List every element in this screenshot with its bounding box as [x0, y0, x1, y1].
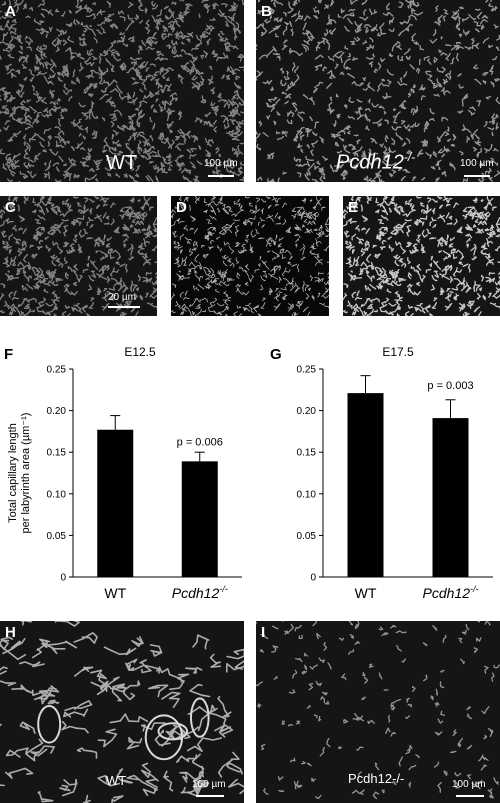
y-tick-label: 0.10 — [297, 489, 317, 500]
capillary-overlay-texture — [343, 196, 500, 316]
panel-a-micrograph: A WT 100 µm — [0, 0, 244, 182]
panel-b-micrograph: B Pcdh12-/- 100 µm — [256, 0, 500, 182]
genotype-label: Pcdh12-/- — [336, 150, 415, 175]
y-tick-label: 0.20 — [297, 406, 317, 417]
scale-bar-label: 100 µm — [452, 779, 486, 790]
panel-e-overlay: E — [343, 196, 500, 316]
texture-strokes — [171, 196, 329, 316]
texture-strokes — [0, 0, 244, 182]
scale-bar — [108, 306, 140, 308]
category-superscript: -/- — [470, 584, 479, 594]
panel-letter: D — [176, 199, 187, 216]
category-name: Pcdh12 — [172, 585, 220, 601]
panel-letter: B — [261, 3, 272, 20]
p-value-annotation: p = 0.006 — [177, 437, 223, 449]
panel-c-micrograph: C 20 µm — [0, 196, 157, 316]
vessel-outline — [157, 722, 189, 741]
capillary-texture — [0, 0, 244, 182]
bar — [181, 461, 218, 577]
texture-strokes — [0, 621, 244, 803]
y-tick-label: 0.05 — [47, 531, 67, 542]
y-tick-label: 0.10 — [47, 489, 67, 500]
capillary-texture — [256, 0, 500, 182]
texture-strokes — [343, 196, 500, 316]
scale-bar-label: 100 µm — [192, 779, 226, 790]
panel-letter-f: F — [4, 346, 14, 363]
x-category-label: WT — [355, 585, 377, 601]
panel-d-skeleton: D — [171, 196, 329, 316]
scale-bar — [456, 795, 484, 797]
y-axis-label-line2: per labyrinth area (µm⁻¹) — [20, 413, 32, 534]
capillary-texture — [0, 196, 157, 316]
scale-bar — [464, 175, 490, 177]
vessel-outline — [37, 705, 62, 744]
bar — [97, 429, 134, 577]
texture-strokes — [256, 621, 500, 800]
panel-letter-g: G — [270, 346, 282, 363]
x-category-label: Pcdh12-/- — [172, 584, 228, 601]
bar — [432, 418, 469, 577]
genotype-label: WT — [106, 152, 138, 174]
texture-strokes — [0, 196, 157, 316]
vessel-outline — [190, 697, 210, 738]
category-name: Pcdh12 — [423, 585, 471, 601]
vessel-texture — [0, 621, 244, 803]
y-tick-label: 0.25 — [47, 365, 67, 376]
genotype-superscript: -/- — [403, 150, 416, 164]
y-tick-label: 0.25 — [297, 365, 317, 376]
category-name: WT — [355, 585, 377, 601]
scale-bar-label: 100 µm — [204, 158, 238, 169]
genotype-label: Pcdh12-/- — [348, 771, 405, 786]
panel-letter: I — [261, 624, 266, 641]
category-superscript: -/- — [219, 584, 228, 594]
y-tick-label: 0 — [310, 573, 316, 584]
x-category-label: WT — [104, 585, 126, 601]
chart-g: 0 0.05 0.10 0.15 0.20 0.25 WT Pcdh12-/- p = 0.00… — [297, 365, 493, 601]
panel-letter: H — [5, 624, 16, 641]
y-axis-label-line1: Total capillary length — [7, 423, 19, 523]
scale-bar — [196, 795, 224, 797]
y-tick-label: 0.15 — [47, 448, 67, 459]
x-category-label: Pcdh12-/- — [423, 584, 479, 601]
panel-i-micrograph: I Pcdh12-/- 100 µm — [256, 621, 500, 803]
vessel-texture — [256, 621, 500, 800]
panel-h-micrograph: H WT 100 µm — [0, 621, 244, 803]
texture-strokes — [256, 0, 500, 182]
y-tick-label: 0.20 — [47, 406, 67, 417]
scale-bar-label: 100 µm — [460, 158, 494, 169]
chart-f-title: E12.5 — [124, 345, 156, 359]
scale-bar-label: 20 µm — [108, 292, 136, 303]
y-tick-label: 0.05 — [297, 531, 317, 542]
y-tick-label: 0 — [60, 573, 66, 584]
capillary-skeleton-texture — [171, 196, 329, 316]
chart-g-title: E17.5 — [382, 345, 414, 359]
genotype-label: WT — [106, 773, 127, 788]
chart-f: 0 0.05 0.10 0.15 0.20 0.25 WT Pcdh12-/- p = 0.00… — [7, 365, 242, 601]
y-axis-label: Total capillary lengthper labyrinth area… — [7, 413, 32, 534]
category-name: WT — [104, 585, 126, 601]
y-tick-label: 0.15 — [297, 448, 317, 459]
panel-letter: C — [5, 199, 16, 216]
panel-letter: E — [348, 199, 359, 216]
p-value-annotation: p = 0.003 — [427, 380, 473, 392]
panel-letter: A — [5, 3, 16, 20]
scale-bar — [208, 175, 234, 177]
bar — [347, 393, 384, 577]
genotype-name: Pcdh12 — [336, 151, 404, 174]
